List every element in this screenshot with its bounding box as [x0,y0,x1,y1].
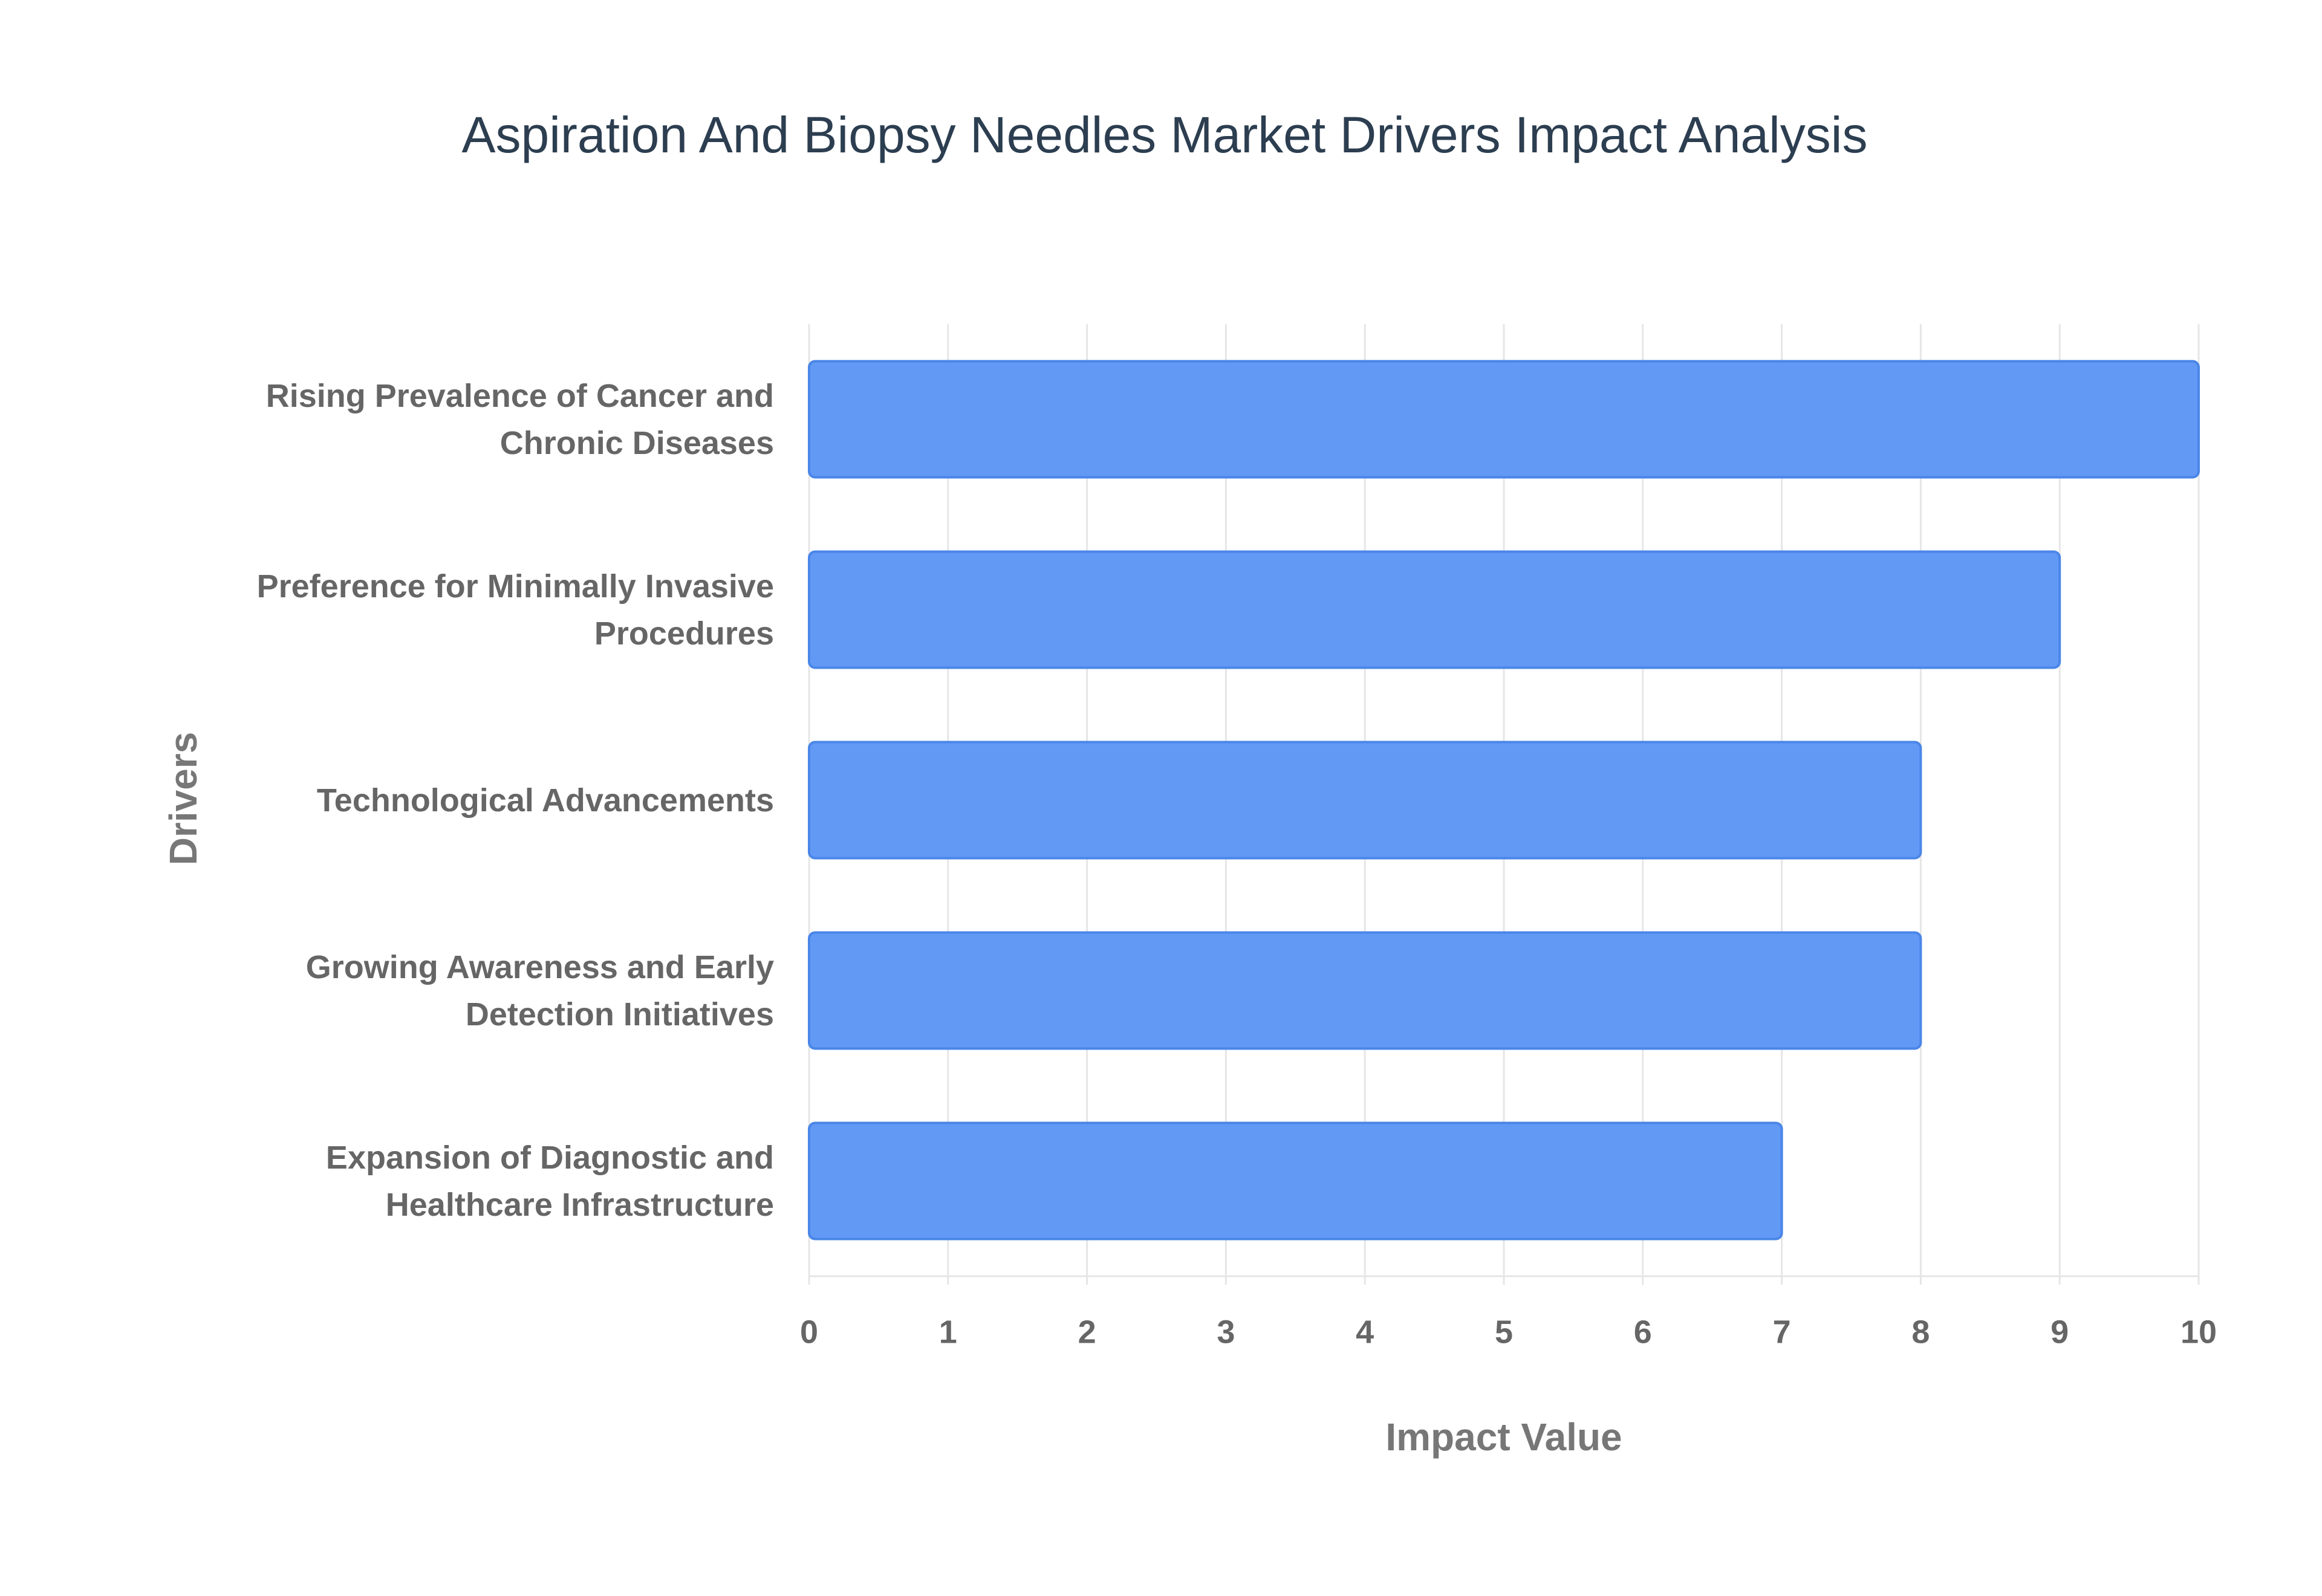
x-tick-label: 8 [1911,1314,1930,1350]
y-tick-label: Expansion of Diagnostic and Healthcare I… [325,1139,774,1223]
y-tick-label: Rising Prevalence of Cancer and Chronic … [265,377,774,461]
y-tick-label: Preference for Minimally Invasive Proced… [256,568,774,652]
x-tick-label: 7 [1773,1314,1791,1350]
y-axis-label: Drivers [161,732,205,866]
x-tick-label: 0 [800,1314,818,1350]
x-tick-label: 3 [1217,1314,1235,1350]
bar [808,931,1922,1050]
x-tick-label: 5 [1495,1314,1513,1350]
x-tick-label: 9 [2050,1314,2069,1350]
x-tick-label: 1 [939,1314,957,1350]
bar [808,550,2061,669]
bar [808,741,1922,860]
x-tick-label: 4 [1356,1314,1374,1350]
bar [808,360,2200,479]
x-axis-label: Impact Value [1385,1415,1622,1459]
x-tick-label: 10 [2181,1314,2217,1350]
chart-title: Aspiration And Biopsy Needles Market Dri… [462,106,1868,163]
x-tick-label: 6 [1634,1314,1652,1350]
y-tick-label: Growing Awareness and Early Detection In… [305,949,774,1033]
bar [808,1121,1783,1241]
y-tick-label: Technological Advancements [316,782,774,819]
x-tick-label: 2 [1078,1314,1096,1350]
